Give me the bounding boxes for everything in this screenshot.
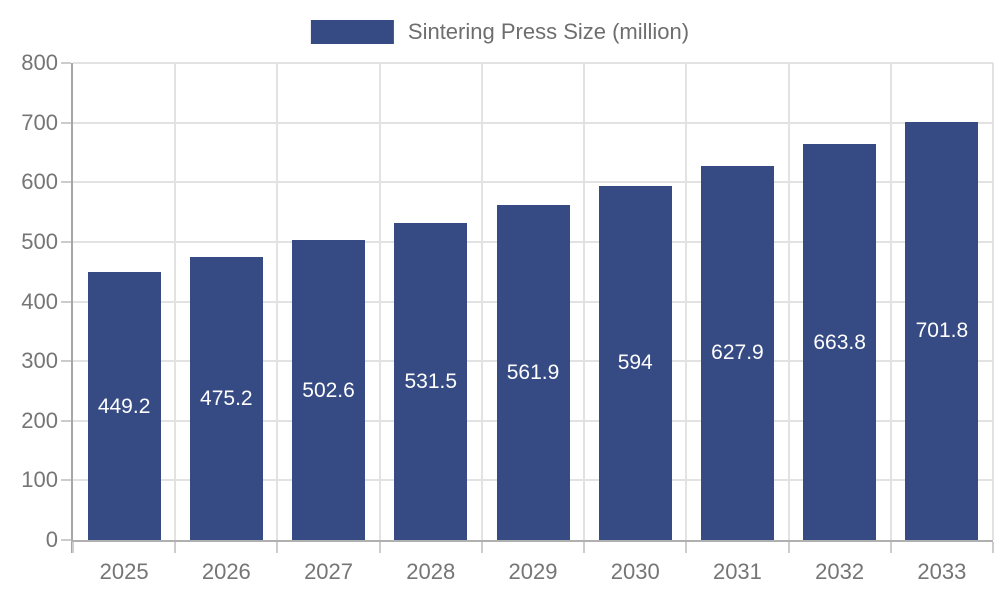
x-axis-tick-label: 2025 [99,559,149,584]
x-axis-tick [72,542,74,553]
x-axis-tick-label: 2028 [406,559,456,584]
bar-value-label: 475.2 [200,386,253,410]
x-axis-tick-label: 2030 [610,559,660,584]
x-axis-tick-label: 2029 [508,559,558,584]
x-axis-tick [992,542,994,553]
legend-label: Sintering Press Size (million) [407,19,690,44]
y-axis-tick [61,240,71,243]
y-axis-tick-label: 400 [21,288,58,314]
y-axis-tick-label: 800 [21,50,58,75]
x-axis-tick [889,542,892,553]
y-axis-tick [61,62,71,64]
gridline-vertical [378,63,381,540]
bar-2032: 663.8 [803,144,877,540]
x-axis-line [71,540,993,542]
bar-2029: 561.9 [496,204,570,540]
bar-2027: 502.6 [292,240,366,540]
x-axis-tick [583,542,586,553]
gridline-vertical [480,63,483,540]
gridline-vertical [787,63,790,540]
y-axis-tick-label: 0 [45,527,58,552]
x-axis-tick [685,542,688,553]
x-axis-tick-label: 2026 [201,559,251,584]
bar-2025: 449.2 [87,272,161,540]
bar-2030: 594 [598,185,672,540]
x-axis-tick-label: 2032 [815,559,865,584]
y-axis-tick-label: 300 [21,348,58,374]
y-axis-tick-label: 600 [21,169,58,195]
x-axis-tick [174,542,177,553]
bar-value-label: 663.8 [813,330,866,354]
y-axis-tick [61,121,71,124]
x-axis-tick [480,542,483,553]
bar-value-label: 627.9 [711,341,764,365]
gridline-vertical [174,63,177,540]
chart-legend[interactable]: Sintering Press Size (million) [310,19,690,44]
gridline-vertical [992,63,994,540]
gridline-vertical [276,63,279,540]
y-axis-tick [61,360,71,363]
y-axis-tick-label: 500 [21,228,58,254]
y-axis-line [71,63,73,553]
y-axis-tick [61,300,71,303]
gridline-vertical [889,63,892,540]
bar-value-label: 561.9 [506,360,560,384]
y-axis-tick [61,539,71,541]
y-axis-tick-label: 200 [21,407,58,433]
bar-value-label: 449.2 [97,394,151,418]
x-axis-tick [276,542,279,553]
bar-value-label: 594 [617,351,653,375]
gridline-vertical [685,63,688,540]
bar-2033: 701.8 [905,121,979,540]
y-axis-tick [61,181,71,184]
bar-2028: 531.5 [394,223,468,540]
x-axis-tick [378,542,381,553]
y-axis-tick [61,479,71,482]
y-axis-tick [61,419,71,422]
x-axis-tick-label: 2027 [304,559,354,584]
bar-value-label: 502.6 [302,378,355,402]
plot-area: 449.2 475.2 502.6 531.5 561.9 594 627.9 663.8 70… [61,62,994,553]
x-axis-tick [787,542,790,553]
bar-2031: 627.9 [700,165,774,540]
gridline-horizontal [73,121,993,124]
gridline-vertical [583,63,586,540]
legend-swatch [310,20,394,44]
bar-2026: 475.2 [189,256,263,540]
y-axis-tick-label: 700 [21,109,58,135]
x-axis-tick-label: 2033 [917,559,967,584]
bar-value-label: 701.8 [915,319,969,343]
y-axis-tick-label: 100 [21,467,58,493]
x-axis-tick-label: 2031 [712,559,762,584]
gridline-horizontal [73,181,993,184]
gridline-horizontal [73,62,993,64]
bar-value-label: 531.5 [404,370,458,394]
